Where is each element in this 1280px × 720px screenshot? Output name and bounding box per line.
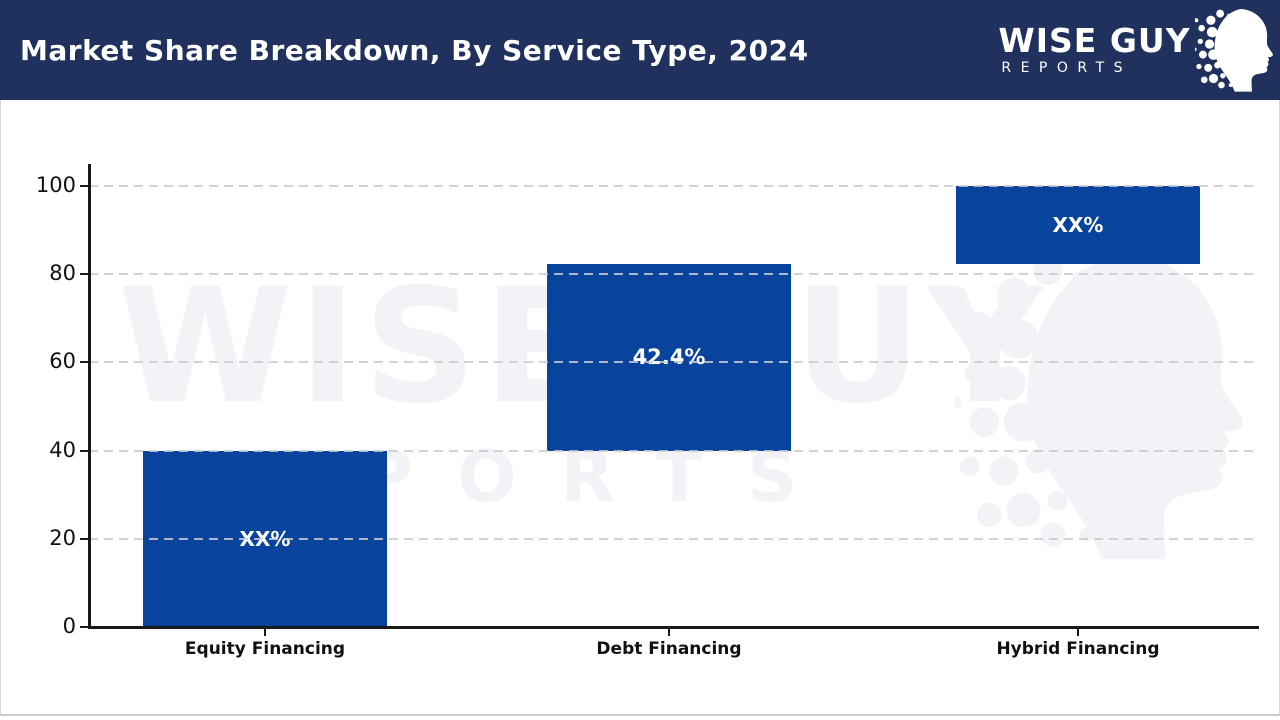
gridline-y-20 — [89, 537, 1258, 540]
logo-subtitle: REPORTS — [1001, 60, 1133, 76]
wiseguy-logo-text: WISE GUY REPORTS — [998, 24, 1190, 76]
bar-debt-financing: 42.4% — [547, 263, 791, 451]
x-axis-line — [88, 626, 1259, 629]
bar-hybrid-financing: XX% — [956, 186, 1200, 264]
x-tick-mark — [668, 628, 670, 636]
y-tick-label: 20 — [49, 525, 76, 550]
y-tick-label: 0 — [62, 614, 76, 638]
x-tick-mark — [1077, 628, 1079, 636]
bottom-divider — [0, 714, 1280, 716]
bar-value-label: 42.4% — [632, 345, 706, 370]
gridline-y-100 — [89, 185, 1258, 187]
y-tick-mark — [80, 449, 88, 452]
y-tick-label: 40 — [49, 437, 76, 462]
logo-wordmark: WISE GUY — [998, 21, 1191, 60]
chart-title: Market Share Breakdown, By Service Type,… — [20, 33, 809, 67]
y-tick-label: 80 — [49, 261, 76, 286]
plot-area: XX% 42.4% XX% — [89, 185, 1258, 627]
category-label: Equity Financing — [184, 639, 346, 659]
x-tick-mark — [264, 628, 266, 636]
y-tick-mark — [80, 361, 88, 364]
category-label: Debt Financing — [596, 639, 742, 659]
bar-value-label: XX% — [1052, 212, 1104, 237]
gridline-y-60 — [89, 361, 1258, 364]
y-axis-line — [88, 164, 91, 629]
y-tick-label: 100 — [35, 173, 76, 197]
header-bar: Market Share Breakdown, By Service Type,… — [0, 0, 1280, 100]
y-tick-mark — [80, 626, 88, 628]
wiseguy-head-icon — [1194, 8, 1273, 92]
wiseguy-logo: WISE GUY REPORTS — [998, 7, 1274, 93]
category-label: Hybrid Financing — [996, 639, 1160, 659]
y-tick-mark — [80, 185, 88, 187]
y-tick-mark — [80, 537, 88, 540]
y-tick-mark — [80, 273, 88, 276]
gridline-y-80 — [89, 273, 1258, 276]
y-tick-label: 60 — [49, 349, 76, 374]
gridline-y-40 — [89, 449, 1258, 452]
